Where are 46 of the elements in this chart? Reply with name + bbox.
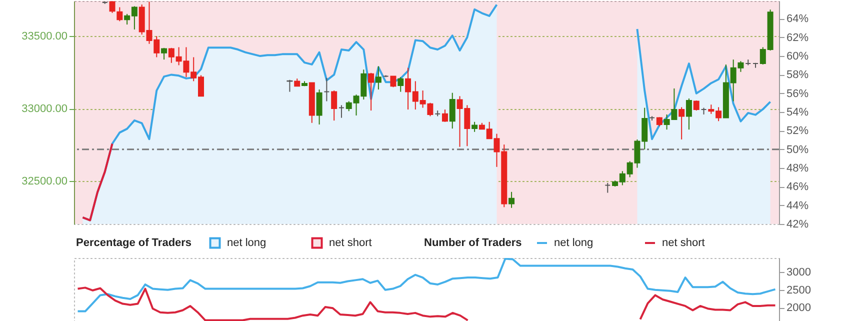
legend-label: net short [329, 237, 372, 249]
line-series [76, 258, 776, 312]
legend-title: Number of Traders [424, 237, 522, 249]
y2-tick-label: 54% [786, 106, 809, 119]
candlestick [338, 104, 344, 118]
candlestick [375, 66, 382, 90]
y2-tick-label: 58% [786, 69, 809, 82]
candlestick [442, 109, 448, 122]
candlestick [693, 100, 700, 112]
y2-tick-label: 46% [786, 181, 809, 194]
candlestick [116, 6, 123, 22]
candlestick [390, 76, 396, 88]
candlestick [686, 98, 692, 130]
y2-tick-label: 62% [786, 32, 809, 44]
candlestick [324, 77, 330, 102]
y2-tick-label: 42% [786, 218, 809, 230]
candlestick [472, 121, 478, 132]
y2-tick-label: 52% [786, 125, 809, 138]
y-tick-label: 2500 [786, 284, 811, 296]
y-tick-label: 3000 [786, 266, 811, 279]
y2-tick-label: 48% [786, 162, 809, 175]
candlestick [508, 191, 515, 208]
y2-tick-label: 56% [786, 88, 809, 100]
y-tick-label: 33500.00 [22, 30, 68, 42]
candlestick [316, 88, 322, 125]
candlestick [368, 72, 374, 112]
legend-title: Percentage of Traders [76, 237, 192, 249]
y2-tick-label: 50% [786, 144, 809, 156]
y-tick-label: 2000 [786, 302, 811, 314]
candlestick [449, 92, 456, 130]
candlestick [398, 76, 404, 92]
line-series [82, 142, 114, 222]
y2-tick-label: 64% [786, 13, 809, 26]
candlestick [656, 116, 662, 127]
candlestick [678, 106, 685, 140]
legend-label: net short [662, 237, 705, 249]
candlestick [109, 0, 116, 14]
legend-label: net long [554, 237, 594, 249]
legend-label: net long [227, 237, 266, 249]
candlestick [161, 47, 168, 60]
candlestick [604, 182, 611, 194]
candlestick [331, 90, 338, 122]
y-tick-label: 32500.00 [22, 176, 68, 188]
y2-tick-label: 60% [786, 50, 809, 63]
y-tick-label: 33000.00 [22, 103, 68, 116]
y2-tick-label: 44% [786, 200, 809, 212]
